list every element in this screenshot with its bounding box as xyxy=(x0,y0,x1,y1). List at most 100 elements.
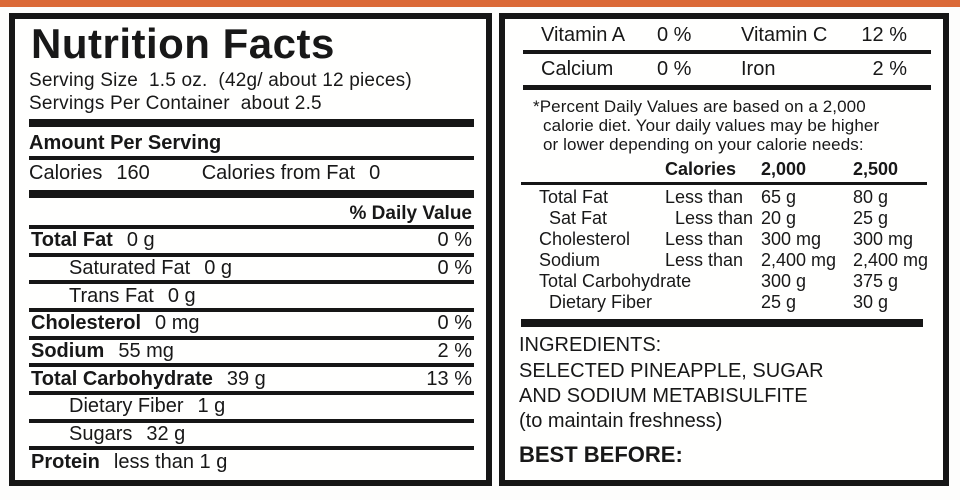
row-value-2500: 25 g xyxy=(853,208,889,228)
row-value-2500: 2,400 mg xyxy=(853,250,929,270)
thick-rule xyxy=(523,85,931,90)
nutrient-dv: 0 % xyxy=(437,229,472,252)
row-qualifier: Less than xyxy=(675,208,754,228)
row-value-2500: 80 g xyxy=(853,187,889,207)
nutrient-amount: 1 g xyxy=(197,395,226,418)
ingredients-heading: INGREDIENTS: xyxy=(519,334,662,356)
nutrient-amount: 32 g xyxy=(146,423,186,446)
daily-value-footnote: *Percent Daily Values are based on a 2,0… xyxy=(521,97,935,154)
supplementary-panel: Vitamin A 0 % Vitamin C 12 % Calcium 0 %… xyxy=(499,13,949,486)
calories-row: Calories 160 Calories from Fat 0 xyxy=(29,160,474,186)
footnote-line: *Percent Daily Values are based on a 2,0… xyxy=(533,97,866,116)
section-divider-bar xyxy=(521,319,923,327)
empty-header-cell xyxy=(539,159,665,180)
row-label: Sodium xyxy=(539,250,601,270)
panel-title: Nutrition Facts xyxy=(31,20,335,67)
calcium-label: Calcium xyxy=(541,58,614,80)
nutrient-dv: 0 % xyxy=(437,312,472,335)
nutrient-name: Cholesterol xyxy=(31,312,142,335)
row-value-2000: 2,400 mg xyxy=(761,250,837,270)
nutrient-row-sodium: Sodium 55 mg 2 % xyxy=(29,340,474,368)
vitamin-row-2: Calcium 0 % Iron 2 % xyxy=(515,55,935,83)
rule xyxy=(29,225,474,229)
servings-per-container-line: Servings Per Container about 2.5 xyxy=(29,93,322,114)
table-row-sodium: Sodium Less than 2,400 mg 2,400 mg xyxy=(515,250,935,271)
vitamin-c-label: Vitamin C xyxy=(741,24,828,46)
row-qualifier: Less than xyxy=(665,229,744,249)
row-label: Cholesterol xyxy=(539,229,631,249)
row-label: Total Fat xyxy=(539,187,609,207)
footnote-line: calorie diet. Your daily values may be h… xyxy=(543,116,880,135)
nutrient-amount: 0 g xyxy=(204,257,232,279)
row-value-2000: 65 g xyxy=(761,187,797,207)
row-value-2500: 375 g xyxy=(853,271,899,291)
rule xyxy=(523,50,931,54)
nutrient-amount: 0 mg xyxy=(155,312,200,335)
nutrient-name: Protein xyxy=(31,450,100,473)
row-value-2000: 300 g xyxy=(761,271,807,291)
col-2000-header: 2,000 xyxy=(761,159,807,179)
row-label: Sat Fat xyxy=(549,208,608,228)
table-row-total-fat: Total Fat Less than 65 g 80 g xyxy=(515,187,935,208)
nutrient-dv: 2 % xyxy=(437,340,472,363)
calories-label: Calories xyxy=(29,162,103,184)
rule xyxy=(521,182,927,185)
ingredients-line: AND SODIUM METABISULFITE xyxy=(519,385,808,407)
section-divider-bar xyxy=(29,190,474,198)
nutrition-facts-panel: Nutrition Facts Serving Size 1.5 oz. (42… xyxy=(9,13,492,486)
table-row-sat-fat: Sat Fat Less than 20 g 25 g xyxy=(515,208,935,229)
footnote-line: or lower depending on your calorie needs… xyxy=(543,135,864,154)
nutrient-dv: 0 % xyxy=(437,257,472,279)
table-header-row: Calories 2,000 2,500 xyxy=(515,159,935,180)
vitamin-c-value: 12 % xyxy=(861,24,907,46)
nutrient-row-trans-fat: Trans Fat 0 g xyxy=(29,284,474,313)
row-label: Total Carbohydrate xyxy=(539,271,692,291)
nutrient-rows: Total Fat 0 g 0 % Saturated Fat 0 g 0 % … xyxy=(29,229,474,474)
nutrient-name: Total Fat xyxy=(31,229,113,252)
row-value-2000: 25 g xyxy=(761,292,797,312)
vitamin-a-value: 0 % xyxy=(657,24,692,46)
nutrient-row-total-carbohydrate: Total Carbohydrate 39 g 13 % xyxy=(29,367,474,396)
row-value-2500: 300 mg xyxy=(853,229,914,249)
nutrient-amount: 39 g xyxy=(226,367,266,390)
serving-size-line: Serving Size 1.5 oz. (42g/ about 12 piec… xyxy=(29,70,412,91)
nutrient-amount: 55 mg xyxy=(118,340,174,363)
calories-from-fat-value: 0 xyxy=(369,162,381,184)
nutrient-dv: 13 % xyxy=(426,367,472,390)
row-label: Dietary Fiber xyxy=(549,292,653,312)
nutrient-row-total-fat: Total Fat 0 g 0 % xyxy=(29,229,474,257)
vitamin-a-label: Vitamin A xyxy=(541,24,626,46)
rule xyxy=(29,156,474,160)
col-2500-header: 2,500 xyxy=(853,159,899,179)
nutrient-name: Sugars xyxy=(69,423,133,446)
row-value-2000: 300 mg xyxy=(761,229,822,249)
table-row-dietary-fiber: Dietary Fiber 25 g 30 g xyxy=(515,292,935,313)
nutrient-amount: 0 g xyxy=(167,284,196,307)
row-qualifier: Less than xyxy=(665,250,744,270)
calories-header: Calories xyxy=(665,159,737,179)
nutrient-row-cholesterol: Cholesterol 0 mg 0 % xyxy=(29,312,474,340)
nutrient-name: Trans Fat xyxy=(69,284,154,307)
calories-value: 160 xyxy=(116,162,150,184)
table-row-total-carbohydrate: Total Carbohydrate 300 g 375 g xyxy=(515,271,935,292)
nutrient-name: Total Carbohydrate xyxy=(31,367,213,390)
nutrient-row-dietary-fiber: Dietary Fiber 1 g xyxy=(29,395,474,423)
nutrient-row-sugars: Sugars 32 g xyxy=(29,423,474,451)
daily-value-heading: % Daily Value xyxy=(349,203,472,224)
iron-value: 2 % xyxy=(872,58,907,80)
nutrient-name: Saturated Fat xyxy=(69,257,191,279)
nutrient-amount: 0 g xyxy=(126,229,155,252)
row-qualifier: Less than xyxy=(665,187,744,207)
ingredients-line: (to maintain freshness) xyxy=(519,410,723,432)
vitamin-row-1: Vitamin A 0 % Vitamin C 12 % xyxy=(515,21,935,49)
table-row-cholesterol: Cholesterol Less than 300 mg 300 mg xyxy=(515,229,935,250)
nutrient-row-saturated-fat: Saturated Fat 0 g 0 % xyxy=(29,257,474,285)
ingredients-line: SELECTED PINEAPPLE, SUGAR xyxy=(519,360,824,382)
nutrient-name: Sodium xyxy=(31,340,105,363)
iron-label: Iron xyxy=(741,58,776,80)
calcium-value: 0 % xyxy=(657,58,692,80)
nutrient-amount: less than 1 g xyxy=(113,450,228,473)
section-divider-bar xyxy=(29,119,474,127)
row-value-2500: 30 g xyxy=(853,292,889,312)
